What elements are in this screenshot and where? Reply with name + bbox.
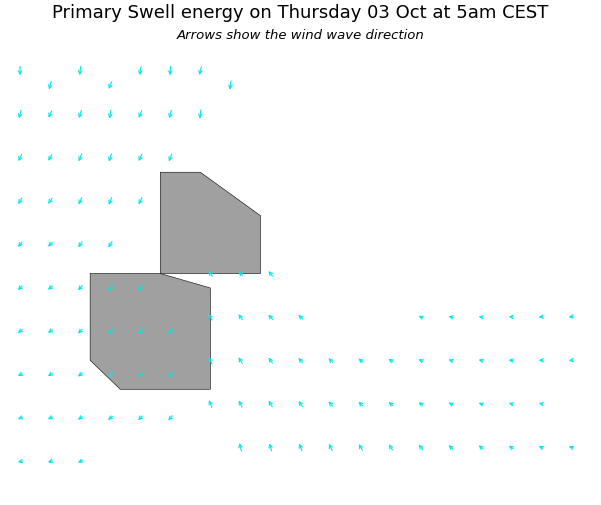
Polygon shape: [160, 173, 260, 274]
Text: Primary Swell energy on Thursday 03 Oct at 5am CEST: Primary Swell energy on Thursday 03 Oct …: [52, 4, 549, 22]
Polygon shape: [90, 274, 210, 389]
Text: Arrows show the wind wave direction: Arrows show the wind wave direction: [177, 29, 424, 42]
